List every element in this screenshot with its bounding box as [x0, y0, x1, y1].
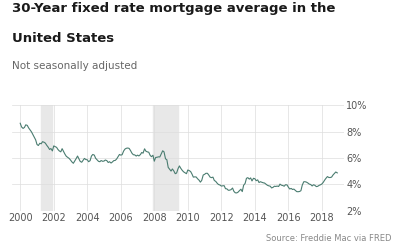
Bar: [41, 105, 53, 211]
Text: United States: United States: [12, 32, 114, 45]
Text: Source: Freddie Mac via FRED: Source: Freddie Mac via FRED: [265, 233, 391, 243]
Text: Not seasonally adjusted: Not seasonally adjusted: [12, 61, 137, 71]
Text: 30-Year fixed rate mortgage average in the: 30-Year fixed rate mortgage average in t…: [12, 2, 335, 15]
Bar: [153, 105, 178, 211]
